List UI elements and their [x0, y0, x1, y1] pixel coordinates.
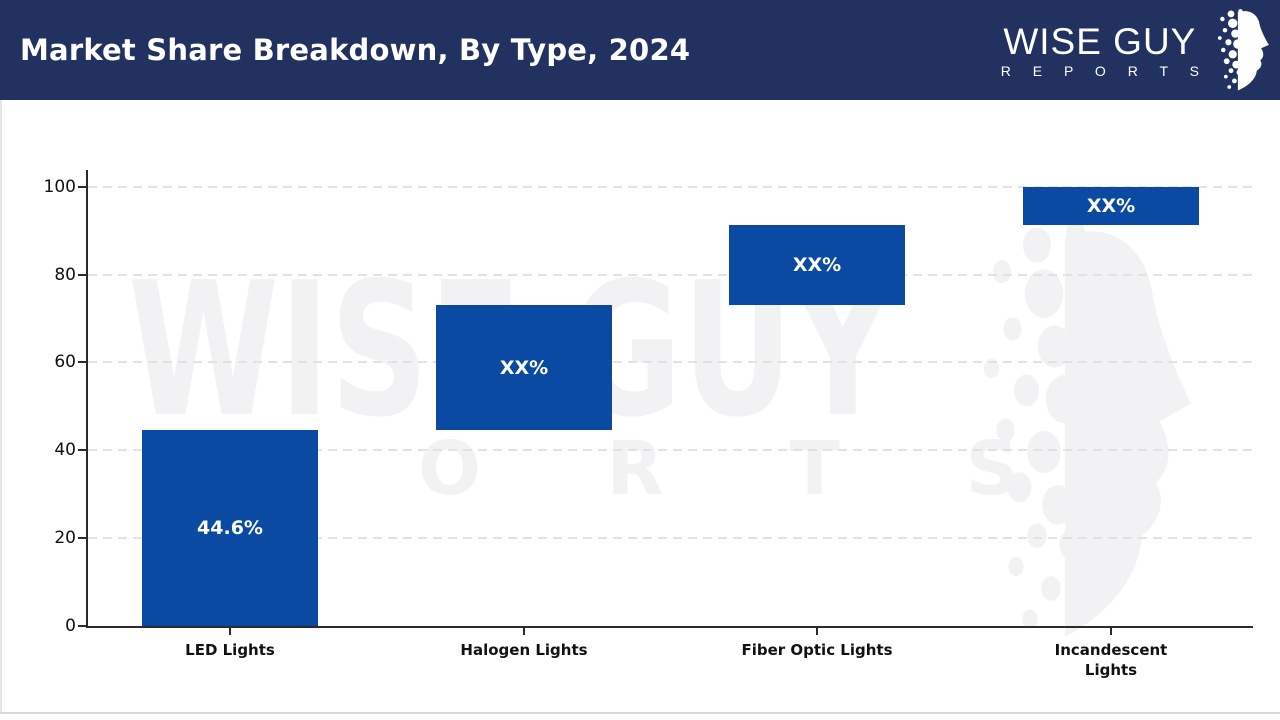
page-title: Market Share Breakdown, By Type, 2024 — [20, 33, 691, 67]
x-tick-mark — [1110, 628, 1112, 635]
header-bar: Market Share Breakdown, By Type, 2024 WI… — [0, 0, 1280, 100]
wise-guy-logo: WISE GUY R E P O R T S — [992, 0, 1274, 100]
page-left-border — [0, 100, 2, 714]
grid-line — [88, 185, 1253, 188]
bar: 44.6% — [142, 430, 318, 626]
bar-value-label: 44.6% — [197, 517, 263, 540]
y-tick-mark — [78, 449, 86, 452]
y-tick-mark — [78, 625, 86, 627]
logo-subtitle: R E P O R T S — [1000, 62, 1208, 79]
grid-line — [88, 449, 1253, 452]
y-tick-label: 80 — [54, 264, 76, 285]
watermark-text-line2: P O R T S — [238, 426, 1069, 512]
y-axis-line — [86, 170, 88, 628]
logo-name: WISE GUY — [1003, 20, 1197, 62]
bar: XX% — [729, 225, 905, 305]
x-tick-label: LED Lights — [185, 641, 275, 659]
logo-head-icon — [1217, 9, 1269, 91]
y-tick-mark — [78, 185, 86, 188]
x-tick-label: Incandescent Lights — [1054, 641, 1168, 679]
watermark-head-icon — [983, 220, 1191, 637]
y-tick-mark — [78, 273, 86, 276]
y-tick-label: 100 — [43, 176, 76, 197]
x-tick-mark — [523, 628, 525, 635]
bar-value-label: XX% — [792, 253, 842, 276]
x-tick-label: Fiber Optic Lights — [741, 641, 893, 659]
x-tick-label: Halogen Lights — [460, 641, 588, 659]
grid-line — [88, 361, 1253, 364]
logo-text: WISE GUY R E P O R T S — [992, 23, 1208, 78]
y-tick-label: 0 — [65, 616, 76, 636]
y-tick-mark — [78, 537, 86, 540]
grid-line — [88, 537, 1253, 540]
x-axis-line — [86, 626, 1253, 628]
bar: XX% — [436, 304, 612, 431]
x-tick-mark — [816, 628, 818, 635]
y-tick-mark — [78, 361, 86, 364]
bar-value-label: XX% — [499, 356, 549, 379]
page-bottom-border — [0, 712, 1280, 714]
bar: XX% — [1023, 186, 1199, 225]
y-tick-label: 20 — [54, 528, 76, 549]
bar-value-label: XX% — [1086, 194, 1136, 217]
y-tick-label: 60 — [54, 352, 76, 373]
grid-line — [88, 273, 1253, 276]
y-tick-label: 40 — [54, 440, 76, 461]
x-tick-mark — [229, 628, 231, 635]
